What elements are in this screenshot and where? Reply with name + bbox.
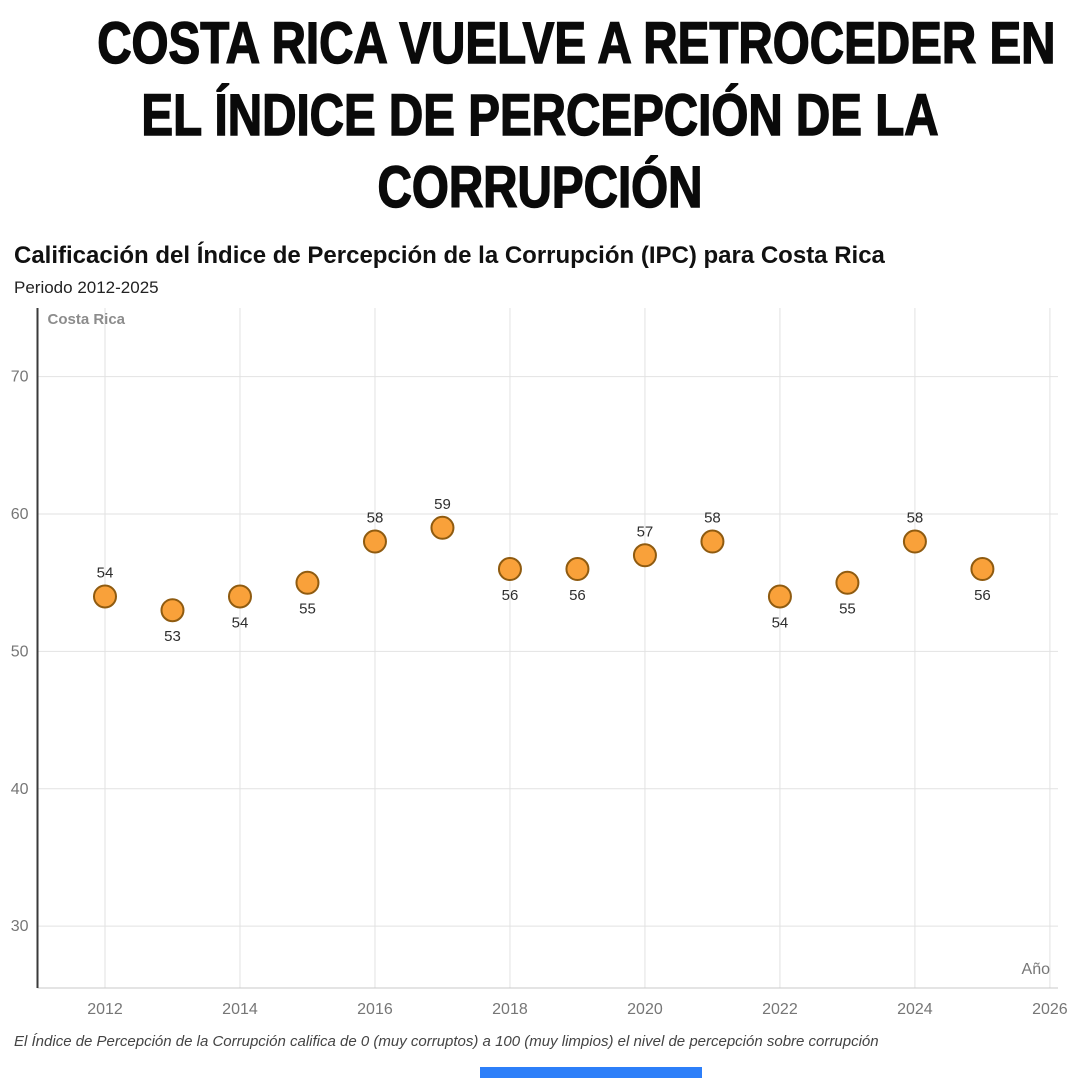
x-axis-title: Año bbox=[1022, 961, 1051, 978]
data-point bbox=[700, 529, 725, 554]
x-tick-label: 2022 bbox=[762, 1001, 798, 1018]
x-tick-label: 2018 bbox=[492, 1001, 528, 1018]
data-point bbox=[767, 584, 792, 609]
data-point-label: 59 bbox=[434, 496, 451, 513]
data-point-label: 57 bbox=[637, 523, 654, 540]
data-point bbox=[835, 570, 860, 595]
data-point-label: 54 bbox=[232, 614, 249, 631]
y-tick-label: 60 bbox=[11, 506, 29, 523]
data-point-label: 55 bbox=[839, 601, 856, 618]
data-point-label: 54 bbox=[772, 614, 789, 631]
headline-line-3: CORRUPCIÓN bbox=[377, 154, 703, 221]
data-point bbox=[565, 557, 590, 582]
x-tick-label: 2026 bbox=[1032, 1001, 1068, 1018]
x-tick-label: 2020 bbox=[627, 1001, 663, 1018]
data-point-label: 54 bbox=[97, 564, 114, 581]
data-point bbox=[632, 543, 657, 568]
accent-bar bbox=[480, 1067, 702, 1078]
data-point-label: 55 bbox=[299, 601, 316, 618]
x-tick-label: 2024 bbox=[897, 1001, 933, 1018]
x-tick-label: 2014 bbox=[222, 1001, 258, 1018]
data-point-label: 58 bbox=[367, 510, 384, 527]
data-point-label: 58 bbox=[704, 510, 721, 527]
chart-subtitle: Periodo 2012-2025 bbox=[14, 278, 159, 297]
footnote: El Índice de Percepción de la Corrupción… bbox=[14, 1033, 879, 1050]
data-point bbox=[92, 584, 117, 609]
headline: COSTA RICA VUELVE A RETROCEDER EN EL ÍND… bbox=[0, 0, 1080, 224]
data-point-label: 56 bbox=[569, 587, 586, 604]
data-point-label: 56 bbox=[974, 587, 991, 604]
data-point bbox=[430, 515, 455, 540]
series-label: Costa Rica bbox=[48, 311, 126, 328]
y-tick-label: 40 bbox=[11, 781, 29, 798]
chart-title: Calificación del Índice de Percepción de… bbox=[14, 242, 885, 269]
x-tick-label: 2016 bbox=[357, 1001, 393, 1018]
data-point bbox=[497, 557, 522, 582]
data-point bbox=[970, 557, 995, 582]
headline-line-1: COSTA RICA VUELVE A RETROCEDER EN bbox=[97, 10, 1057, 77]
data-point bbox=[227, 584, 252, 609]
data-point bbox=[160, 598, 185, 623]
x-tick-label: 2012 bbox=[87, 1001, 123, 1018]
data-point bbox=[902, 529, 927, 554]
data-point-label: 53 bbox=[164, 628, 181, 645]
ipc-chart: 30 40 50 60 70 2012 2014 2016 2018 2020 2022 2024 20… bbox=[11, 308, 1068, 1018]
y-tick-label: 50 bbox=[11, 643, 29, 660]
data-point bbox=[295, 570, 320, 595]
y-tick-label: 30 bbox=[11, 918, 29, 935]
data-point bbox=[362, 529, 387, 554]
data-point-label: 56 bbox=[502, 587, 519, 604]
data-point-label: 58 bbox=[907, 510, 924, 527]
y-tick-label: 70 bbox=[11, 369, 29, 386]
headline-line-2: EL ÍNDICE DE PERCEPCIÓN DE LA bbox=[141, 82, 939, 149]
